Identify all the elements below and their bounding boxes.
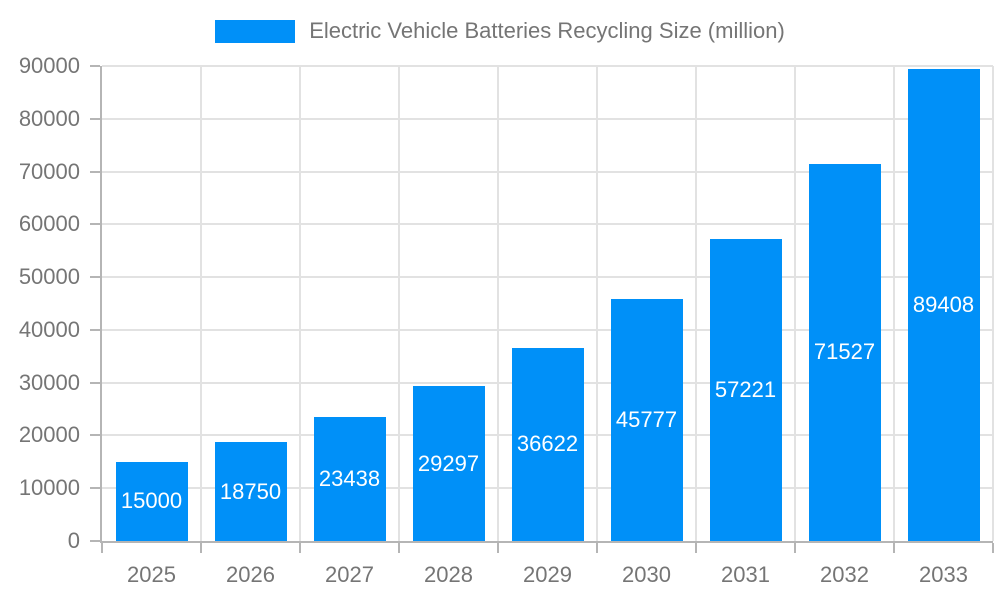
x-tick-label: 2028 [424, 562, 473, 587]
y-tick-label: 50000 [18, 264, 80, 290]
x-tick [695, 543, 697, 553]
y-tick-label: 10000 [18, 475, 80, 501]
y-tick-label: 70000 [18, 158, 80, 184]
y-tick [90, 223, 100, 226]
x-tick-label: 2031 [721, 562, 770, 587]
legend-label: Electric Vehicle Batteries Recycling Siz… [309, 18, 785, 43]
bar-value-label: 15000 [120, 488, 183, 514]
x-tick-label: 2027 [325, 562, 374, 587]
y-tick [90, 487, 100, 490]
bar-value-label: 36622 [516, 431, 579, 457]
y-grid-line [102, 65, 993, 67]
y-tick [90, 540, 100, 542]
x-tick [101, 543, 103, 553]
x-grid-line [398, 66, 400, 541]
y-grid-line [102, 170, 993, 173]
bar[interactable]: 89408 [907, 69, 980, 541]
x-tick [299, 543, 301, 553]
y-tick-label: 0 [67, 528, 80, 553]
x-tick [200, 543, 202, 553]
bar-value-label: 57221 [714, 377, 777, 402]
x-tick [992, 543, 994, 553]
x-tick-label: 2029 [523, 562, 572, 587]
x-tick [596, 543, 598, 553]
bar[interactable]: 23438 [313, 417, 386, 541]
bar[interactable]: 71527 [808, 163, 881, 541]
bar[interactable]: 36622 [511, 347, 584, 541]
plot-area: 0 10000 20000 30000 40000 50000 60000 70000 8000… [19, 55, 994, 586]
x-axis-line [100, 541, 993, 543]
bar[interactable]: 15000 [115, 461, 188, 541]
x-tick [794, 543, 796, 553]
y-grid-line [102, 328, 993, 331]
bar[interactable]: 29297 [412, 386, 485, 541]
x-grid-line [596, 66, 598, 541]
y-grid-line [102, 117, 993, 120]
x-tick-label: 2030 [622, 562, 671, 587]
x-grid-line [200, 66, 202, 541]
y-tick [90, 381, 100, 384]
y-tick [90, 434, 100, 437]
bar[interactable]: 18750 [214, 442, 287, 541]
y-tick-label: 90000 [18, 53, 80, 78]
x-grid-line [992, 66, 994, 541]
x-tick-label: 2033 [919, 562, 968, 587]
x-grid-line [497, 66, 499, 541]
bar-value-label: 71527 [813, 339, 876, 365]
x-grid-line [893, 66, 895, 541]
y-tick-label: 40000 [18, 316, 80, 342]
y-tick-label: 30000 [18, 369, 80, 395]
y-tick [90, 328, 100, 331]
y-tick-label: 60000 [18, 211, 80, 237]
y-axis-line [100, 66, 102, 541]
bar[interactable]: 45777 [610, 299, 683, 541]
bar-value-label: 18750 [219, 478, 282, 504]
bar-value-label: 45777 [615, 407, 678, 433]
y-tick [90, 170, 100, 173]
x-tick [497, 543, 499, 553]
y-tick [90, 65, 100, 67]
x-grid-line [299, 66, 301, 541]
legend-swatch [215, 19, 296, 43]
y-tick-label: 20000 [18, 422, 80, 448]
x-tick-label: 2026 [226, 562, 275, 587]
x-tick-label: 2032 [820, 562, 869, 587]
x-grid-line [794, 66, 796, 541]
bar[interactable]: 57221 [709, 239, 782, 541]
bar-value-label: 29297 [417, 450, 480, 476]
y-grid-line [102, 223, 993, 226]
x-tick-label: 2025 [127, 562, 176, 587]
x-tick [398, 543, 400, 553]
y-tick [90, 276, 100, 279]
y-tick-label: 80000 [18, 105, 80, 131]
bar-value-label: 23438 [318, 466, 381, 492]
y-tick [90, 117, 100, 120]
y-grid-line [102, 276, 993, 279]
x-tick [893, 543, 895, 553]
legend[interactable]: Electric Vehicle Batteries Recycling Siz… [0, 18, 1000, 44]
x-grid-line [695, 66, 697, 541]
bar-value-label: 89408 [912, 292, 975, 318]
